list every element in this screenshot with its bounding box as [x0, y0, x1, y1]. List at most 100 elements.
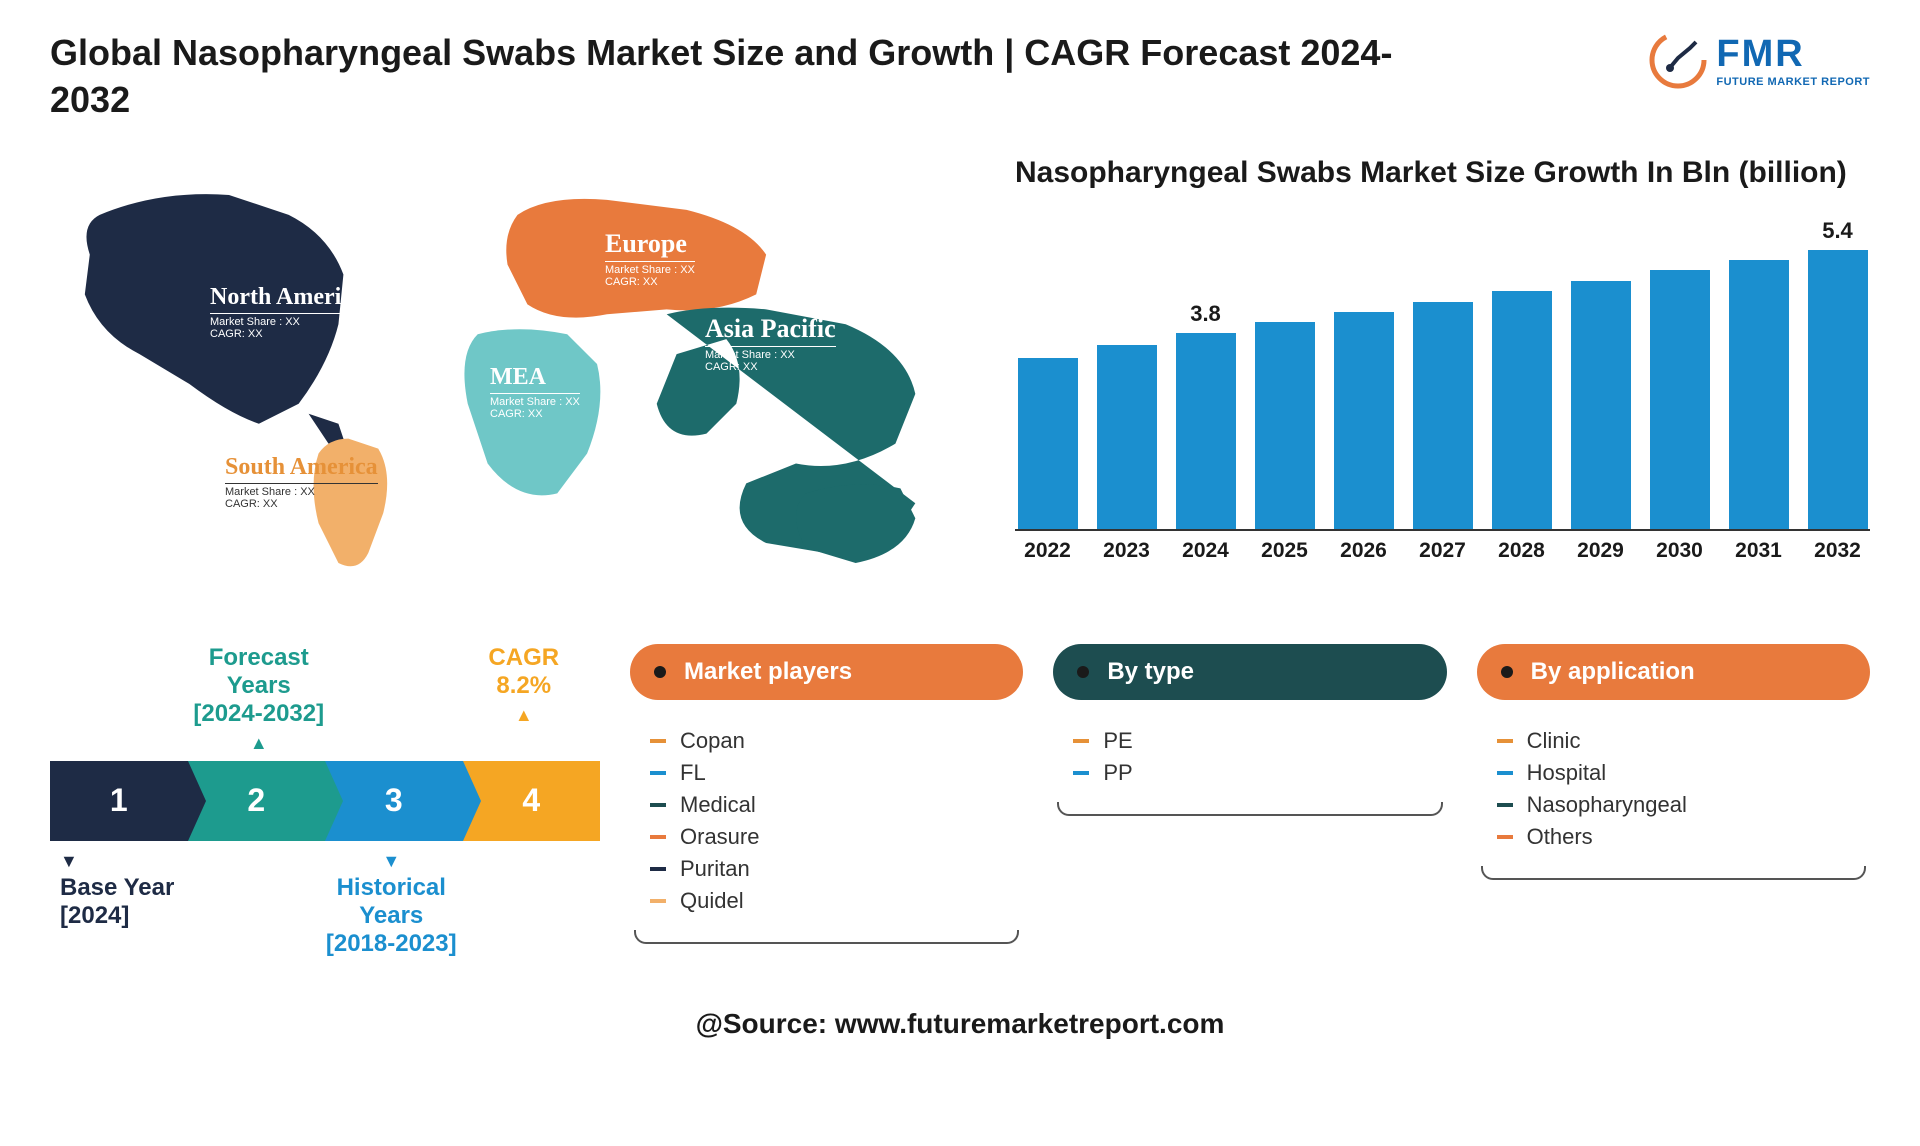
bar-rect — [1571, 281, 1631, 529]
bar-chart: 3.8 5.4 — [1015, 201, 1870, 531]
bracket-decoration — [1057, 802, 1442, 816]
bracket-decoration — [1481, 866, 1866, 880]
bar-chart-xaxis: 2022202320242025202620272028202920302031… — [1015, 539, 1870, 563]
pill-item: Puritan — [650, 856, 1003, 882]
pill-section-2: By application Clinic Hospital Nasopharyng… — [1477, 644, 1870, 944]
pill-item-text: Nasopharyngeal — [1527, 792, 1687, 818]
bar-rect — [1729, 260, 1789, 529]
x-tick: 2024 — [1173, 539, 1238, 563]
x-tick: 2025 — [1252, 539, 1317, 563]
pill-header: By type — [1053, 644, 1446, 700]
bar-rect — [1097, 345, 1157, 529]
pill-section-1: By type PE PP — [1053, 644, 1446, 944]
bar-value-label: 3.8 — [1190, 301, 1221, 327]
pill-list: Copan FL Medical Orasure Puritan Quidel — [630, 712, 1023, 930]
label-ap: Asia Pacific Market Share : XXCAGR: XX — [705, 314, 836, 373]
timeline-boxes: 1 2 3 4 — [50, 761, 600, 841]
label-na: North America Market Share : XXCAGR: XX — [210, 284, 364, 340]
world-map: North America Market Share : XXCAGR: XX … — [50, 154, 975, 584]
pill-item: FL — [650, 760, 1003, 786]
timeline: Forecast Years[2024-2032]▲ CAGR8.2%▲ 1 2… — [50, 644, 600, 958]
bar-2026 — [1331, 280, 1396, 529]
label-mea: MEA Market Share : XXCAGR: XX — [490, 364, 580, 420]
pill-item-text: Puritan — [680, 856, 750, 882]
logo-main-text: FMR — [1716, 33, 1870, 76]
pill-item-text: Hospital — [1527, 760, 1606, 786]
dash-icon — [650, 867, 666, 871]
pill-item-text: Orasure — [680, 824, 759, 850]
source-attribution: @Source: www.futuremarketreport.com — [50, 1008, 1870, 1040]
dash-icon — [1497, 739, 1513, 743]
pill-item-text: PE — [1103, 728, 1132, 754]
x-tick: 2026 — [1331, 539, 1396, 563]
pill-item-text: Medical — [680, 792, 756, 818]
dash-icon — [1497, 771, 1513, 775]
pill-item-text: Clinic — [1527, 728, 1581, 754]
dash-icon — [1497, 835, 1513, 839]
page-title: Global Nasopharyngeal Swabs Market Size … — [50, 30, 1450, 124]
x-tick: 2028 — [1489, 539, 1554, 563]
x-tick: 2029 — [1568, 539, 1633, 563]
bar-rect — [1176, 333, 1236, 530]
x-tick: 2032 — [1805, 539, 1870, 563]
pill-section-0: Market players Copan FL Medical Orasure Puri… — [630, 644, 1023, 944]
x-tick: 2030 — [1647, 539, 1712, 563]
dash-icon — [650, 899, 666, 903]
dash-icon — [1073, 771, 1089, 775]
cagr-label: CAGR8.2%▲ — [458, 644, 591, 756]
bar-2030 — [1647, 238, 1712, 529]
pill-item-text: FL — [680, 760, 706, 786]
dot-icon — [1077, 666, 1089, 678]
bar-2025 — [1252, 290, 1317, 529]
dash-icon — [650, 771, 666, 775]
bar-2027 — [1410, 270, 1475, 530]
pill-item: Copan — [650, 728, 1003, 754]
pill-item-text: Others — [1527, 824, 1593, 850]
timeline-box-2: 2 — [188, 761, 326, 841]
pill-title: By type — [1107, 658, 1194, 686]
label-sa: South America Market Share : XXCAGR: XX — [225, 454, 378, 510]
pill-item: Medical — [650, 792, 1003, 818]
timeline-box-1: 1 — [50, 761, 188, 841]
pill-title: Market players — [684, 658, 852, 686]
pill-header: Market players — [630, 644, 1023, 700]
bar-2029 — [1568, 249, 1633, 529]
pill-item: Hospital — [1497, 760, 1850, 786]
x-tick: 2027 — [1410, 539, 1475, 563]
pill-list: PE PP — [1053, 712, 1446, 802]
dash-icon — [650, 739, 666, 743]
timeline-box-3: 3 — [325, 761, 463, 841]
x-tick: 2023 — [1094, 539, 1159, 563]
pill-item-text: Quidel — [680, 888, 744, 914]
dash-icon — [650, 835, 666, 839]
logo-icon — [1648, 30, 1708, 90]
chart-title: Nasopharyngeal Swabs Market Size Growth … — [1015, 154, 1870, 192]
pill-item: Others — [1497, 824, 1850, 850]
pill-item: PP — [1073, 760, 1426, 786]
bar-rect — [1255, 322, 1315, 529]
pill-title: By application — [1531, 658, 1695, 686]
forecast-label: Forecast Years[2024-2032]▲ — [193, 644, 326, 756]
pill-item: Clinic — [1497, 728, 1850, 754]
bar-rect — [1018, 358, 1078, 529]
x-tick: 2031 — [1726, 539, 1791, 563]
bar-rect — [1650, 270, 1710, 529]
bar-2028 — [1489, 259, 1554, 529]
bar-2022 — [1015, 326, 1080, 529]
dash-icon — [650, 803, 666, 807]
pill-list: Clinic Hospital Nasopharyngeal Others — [1477, 712, 1870, 866]
pill-item-text: Copan — [680, 728, 745, 754]
pill-header: By application — [1477, 644, 1870, 700]
label-eu: Europe Market Share : XXCAGR: XX — [605, 229, 695, 288]
pill-item-text: PP — [1103, 760, 1132, 786]
historical-label: ▼Historical Years[2018-2023] — [325, 846, 458, 958]
bar-2032: 5.4 — [1805, 218, 1870, 529]
base-year-label: ▼Base Year[2024] — [60, 846, 193, 958]
dash-icon — [1497, 803, 1513, 807]
logo: FMR FUTURE MARKET REPORT — [1648, 30, 1870, 90]
bar-chart-section: Nasopharyngeal Swabs Market Size Growth … — [1015, 154, 1870, 584]
bar-2023 — [1094, 313, 1159, 529]
pill-item: Nasopharyngeal — [1497, 792, 1850, 818]
timeline-box-4: 4 — [463, 761, 601, 841]
bar-2024: 3.8 — [1173, 301, 1238, 530]
